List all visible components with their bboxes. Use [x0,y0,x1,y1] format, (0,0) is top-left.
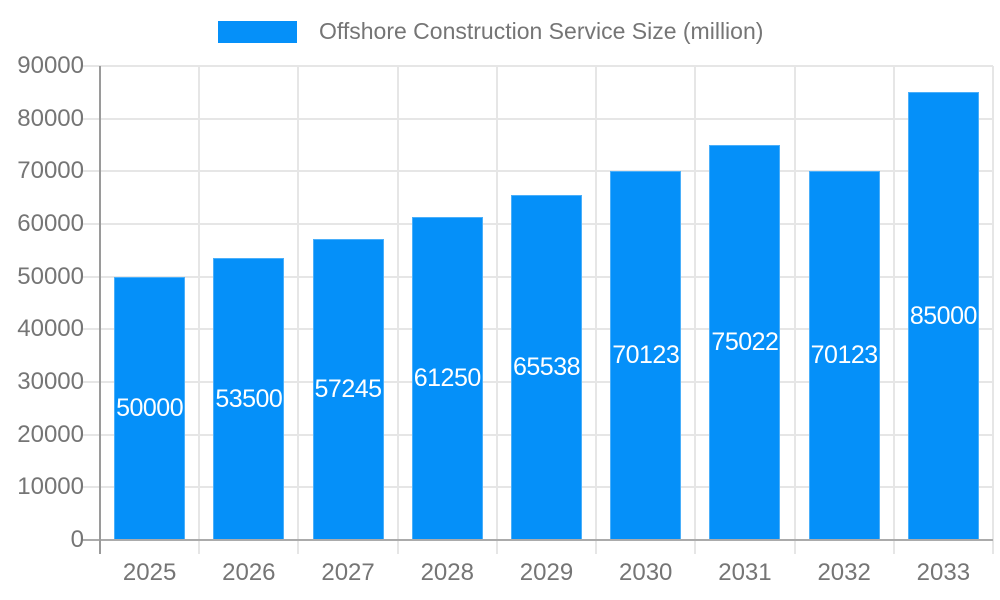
h-gridline [83,65,993,67]
legend-label: Offshore Construction Service Size (mill… [319,18,764,44]
y-tick-label: 60000 [17,210,84,237]
v-gridline [992,66,994,554]
y-tick-label: 90000 [17,52,84,79]
v-gridline [495,66,498,554]
bar-value-label: 70123 [810,340,879,369]
bar: 70123 [808,170,880,540]
v-gridline [198,66,201,554]
h-gridline [83,170,993,173]
x-tick-label: 2028 [420,559,474,586]
y-tick-label: 50000 [17,262,84,290]
x-tick-label: 2029 [519,559,574,586]
bar-value-label: 57245 [314,374,383,403]
bar: 57245 [312,238,384,540]
bar-value-label: 70123 [612,340,680,369]
legend: Offshore Construction Service Size (mill… [218,18,763,45]
h-gridline [83,117,993,120]
bar: 65538 [511,194,582,540]
y-tick-label: 80000 [17,104,84,132]
bar-value-label: 85000 [909,301,978,330]
y-tick-label: 30000 [17,368,84,395]
x-tick-label: 2032 [817,559,871,586]
y-tick-label: 0 [70,526,84,553]
x-axis-baseline [83,539,993,541]
bar-value-label: 53500 [215,384,283,413]
v-gridline [793,66,796,554]
y-tick-label: 20000 [17,420,84,448]
y-tick-label: 40000 [17,315,84,343]
bar-value-label: 50000 [116,393,184,422]
v-gridline [297,66,300,554]
x-tick-label: 2030 [619,559,673,586]
y-tick-label: 70000 [17,157,84,185]
v-gridline [694,66,697,554]
x-tick-label: 2027 [321,559,375,586]
bar-value-label: 65538 [512,352,581,381]
y-axis-line [99,66,101,554]
x-tick-label: 2033 [916,559,971,586]
bar: 61250 [411,217,483,540]
v-gridline [595,66,598,554]
bar: 75022 [709,144,781,540]
bar: 53500 [213,258,285,540]
v-gridline [396,66,399,554]
x-tick-label: 2026 [222,559,276,586]
bar: 50000 [114,276,186,540]
x-tick-label: 2031 [718,559,772,586]
x-tick-label: 2025 [122,559,177,586]
bar: 70123 [610,170,682,540]
bar: 85000 [907,92,979,540]
v-gridline [892,66,895,554]
bar-value-label: 75022 [711,327,779,356]
y-tick-label: 10000 [17,473,84,501]
legend-swatch [218,20,297,43]
bar-value-label: 61250 [413,364,482,393]
